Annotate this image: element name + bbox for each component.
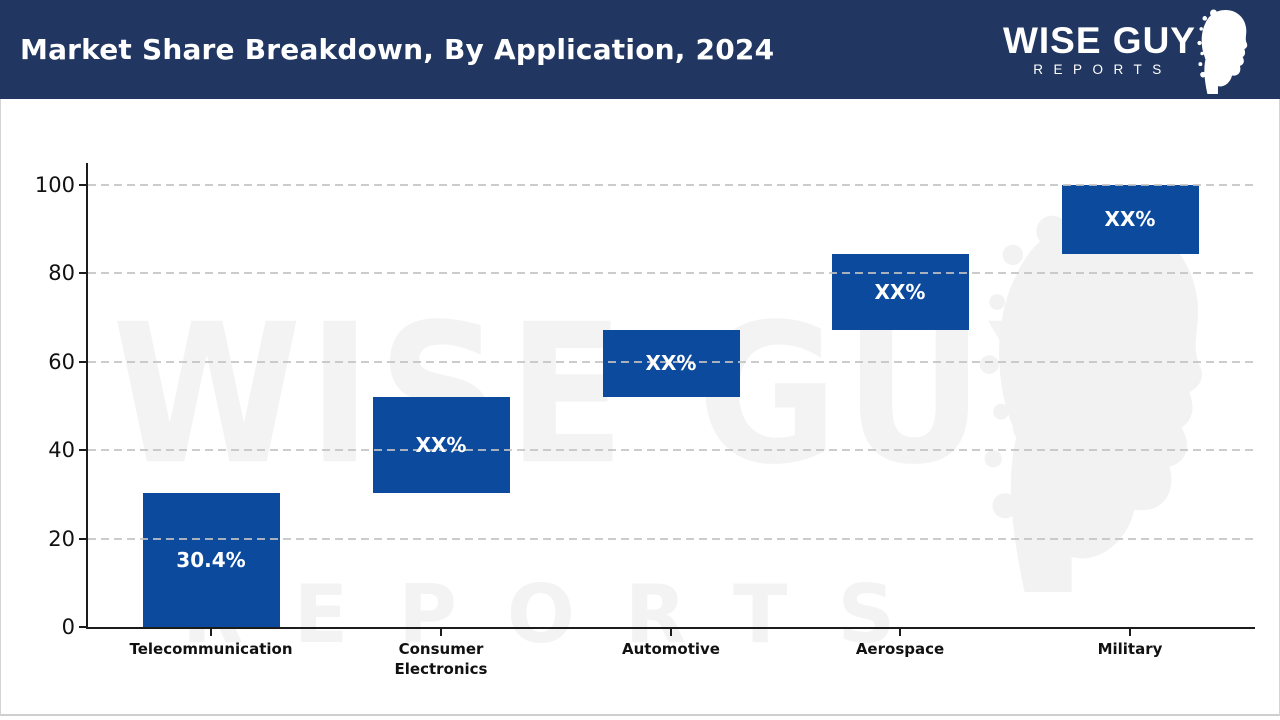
x-category-label: Telecommunication bbox=[129, 640, 293, 658]
header-bar: Market Share Breakdown, By Application, … bbox=[0, 0, 1280, 99]
y-tick-label: 100 bbox=[34, 173, 75, 197]
bar-value-label: XX% bbox=[1104, 207, 1156, 232]
y-tick-label: 80 bbox=[48, 261, 75, 286]
x-category-label: Aerospace bbox=[855, 640, 945, 658]
bar-consumer-electronics bbox=[372, 396, 510, 493]
y-axis-line bbox=[86, 163, 88, 629]
gridline bbox=[88, 449, 1253, 452]
y-tick-mark bbox=[79, 537, 86, 540]
x-category-label: Consumer Electronics bbox=[394, 640, 488, 679]
x-tick-mark bbox=[440, 629, 442, 636]
logo-wordmark: WISE GUY bbox=[1002, 20, 1196, 61]
bar-military bbox=[1061, 185, 1199, 254]
y-tick-mark bbox=[79, 184, 86, 186]
bar-aerospace bbox=[831, 253, 969, 330]
bar-telecommunication bbox=[142, 492, 280, 627]
x-tick-mark bbox=[1129, 629, 1131, 636]
logo-reports-label: REPORTS bbox=[1033, 62, 1172, 77]
bar-value-label: XX% bbox=[415, 432, 467, 457]
y-tick-label: 60 bbox=[48, 349, 75, 374]
wiseguy-logo: WISE GUY REPORTS bbox=[1003, 4, 1268, 96]
bar-value-label: XX% bbox=[645, 351, 697, 376]
watermark-reports: REPORTS bbox=[182, 568, 946, 661]
wiseguy-logo-text: WISE GUY REPORTS bbox=[1003, 22, 1196, 77]
y-tick-label: 40 bbox=[48, 438, 75, 463]
bar-value-label: 30.4% bbox=[176, 547, 246, 572]
y-tick-label: 0 bbox=[61, 615, 75, 639]
gridline bbox=[88, 272, 1253, 275]
x-tick-mark bbox=[210, 629, 212, 636]
gridline bbox=[88, 537, 1253, 540]
y-tick-mark bbox=[79, 626, 86, 628]
y-tick-mark bbox=[79, 360, 86, 363]
bar-automotive bbox=[602, 329, 740, 397]
gridline bbox=[88, 184, 1253, 186]
x-axis-line bbox=[86, 627, 1255, 629]
bar-value-label: XX% bbox=[874, 279, 926, 304]
y-tick-mark bbox=[79, 449, 86, 452]
y-tick-mark bbox=[79, 272, 86, 275]
x-category-label: Military bbox=[1097, 640, 1163, 658]
gridline bbox=[88, 360, 1253, 363]
page-title: Market Share Breakdown, By Application, … bbox=[20, 33, 775, 66]
x-tick-mark bbox=[670, 629, 672, 636]
x-tick-mark bbox=[899, 629, 901, 636]
watermark-face-icon bbox=[928, 200, 1278, 592]
y-tick-label: 20 bbox=[48, 526, 75, 551]
x-category-label: Automotive bbox=[622, 640, 720, 658]
